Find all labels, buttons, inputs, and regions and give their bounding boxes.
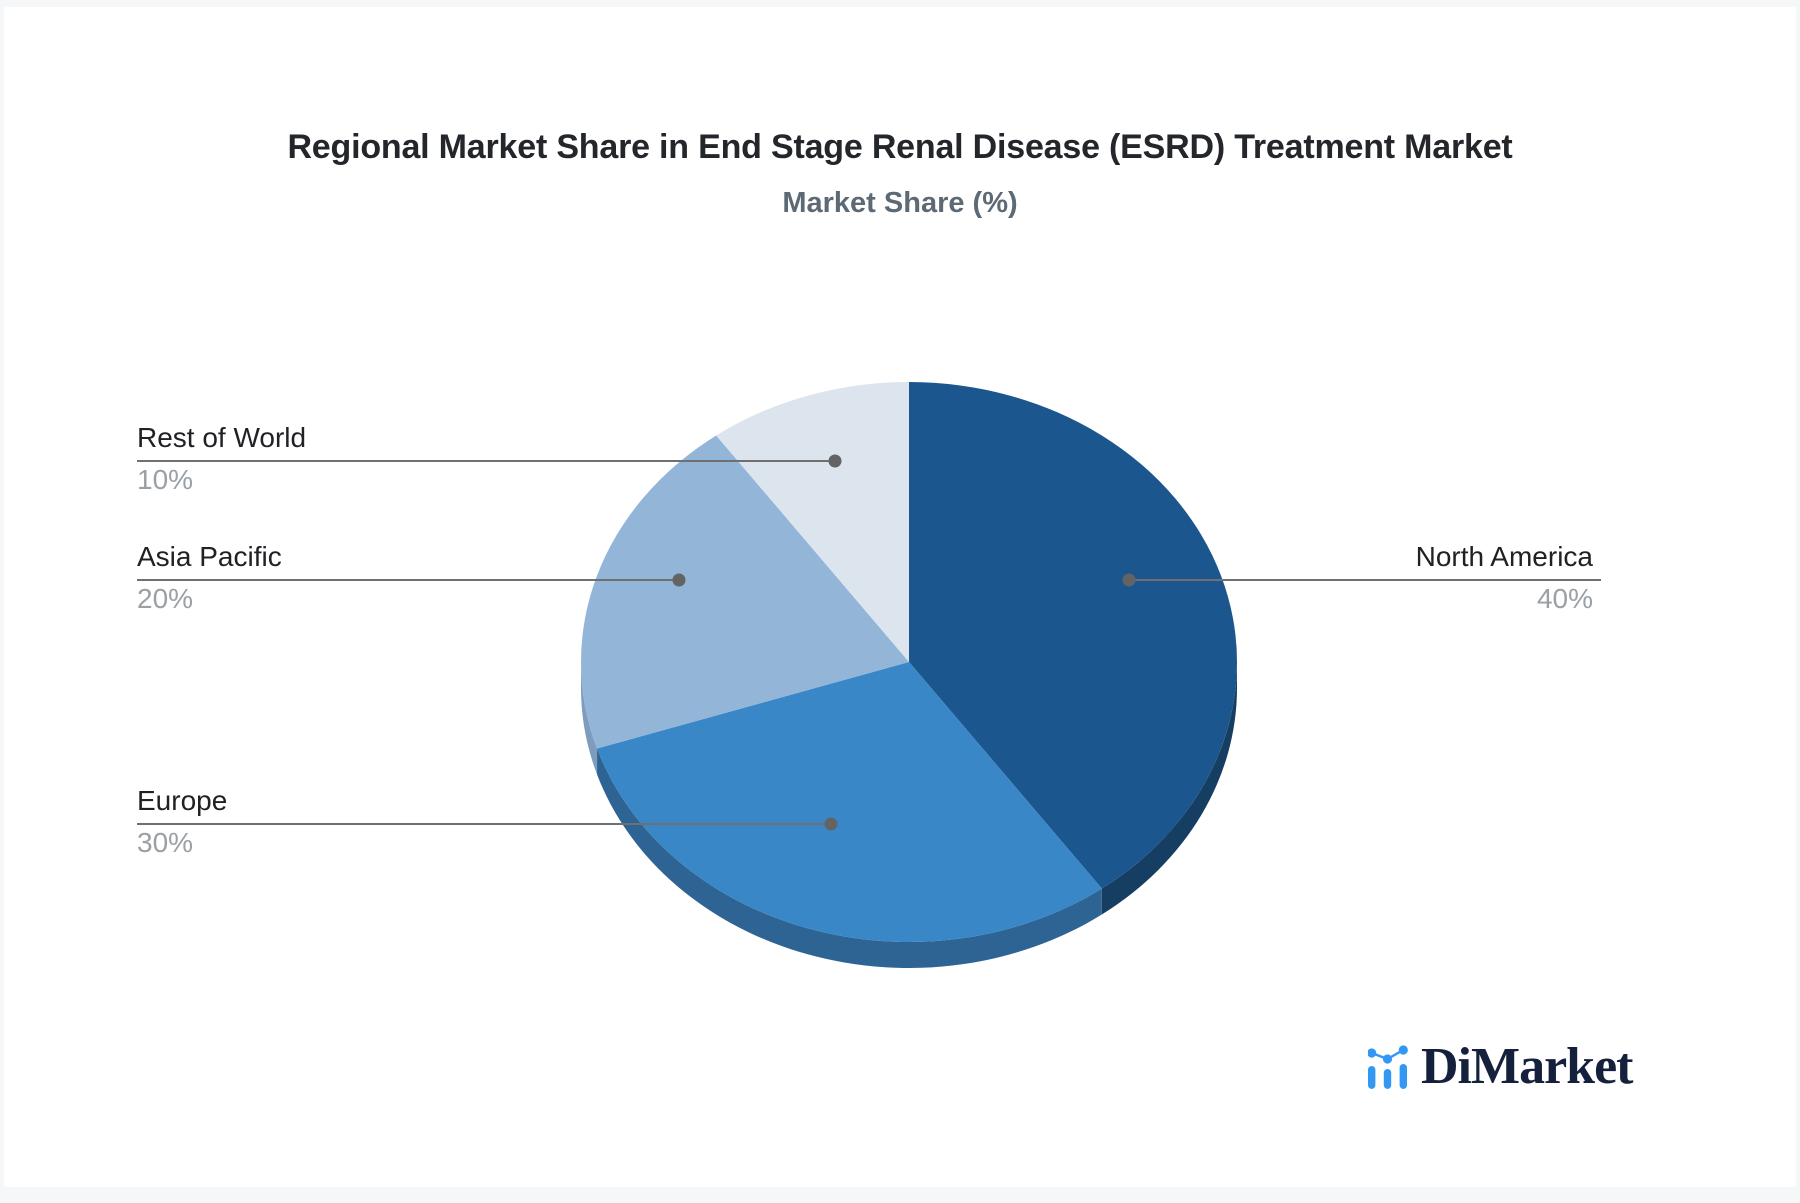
callout-value: 40% (1536, 583, 1593, 614)
logo-chart-icon (1368, 1045, 1408, 1089)
callout-value: 20% (137, 583, 194, 614)
callout-label: Asia Pacific (137, 541, 282, 572)
callout-asia-pacific: Asia Pacific 20% (137, 540, 282, 613)
callout-europe: Europe 30% (137, 784, 227, 857)
logo-text: DiMarket (1421, 1038, 1633, 1095)
chart-card: Regional Market Share in End Stage Renal… (4, 7, 1796, 1187)
chart-subtitle: Market Share (%) (782, 187, 1018, 219)
callout-label: Europe (137, 785, 228, 816)
callout-value: 10% (137, 464, 194, 495)
chart-title: Regional Market Share in End Stage Renal… (287, 128, 1513, 166)
callout-value: 30% (137, 827, 194, 858)
logo: DiMarket (1368, 1038, 1633, 1095)
callout-label: Rest of World (137, 422, 307, 453)
callout-rest-of-world: Rest of World 10% (137, 421, 306, 494)
pie-3d-svg (137, 382, 1601, 968)
callout-label: North America (1415, 541, 1593, 572)
callout-north-america: North America 40% (1416, 540, 1593, 613)
